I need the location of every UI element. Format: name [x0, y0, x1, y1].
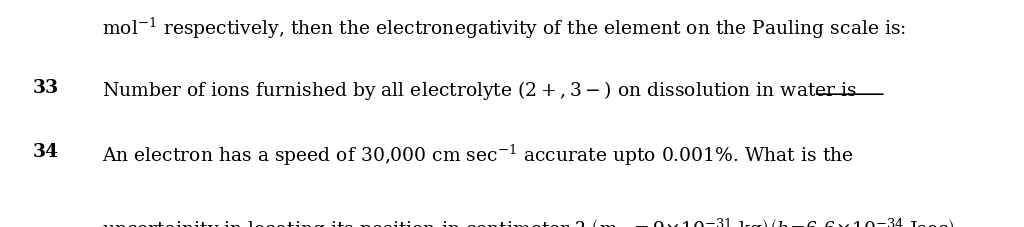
- Text: mol$^{-1}$ respectively, then the electronegativity of the element on the Paulin: mol$^{-1}$ respectively, then the electr…: [102, 16, 906, 41]
- Text: 34: 34: [33, 143, 59, 161]
- Text: An electron has a speed of 30,000 cm sec$^{-1}$ accurate upto 0.001%. What is th: An electron has a speed of 30,000 cm sec…: [102, 143, 854, 168]
- Text: uncertainity in locating its position in centimeter ? $\left(m_e\ =9{\times}10^{: uncertainity in locating its position in…: [102, 216, 955, 227]
- Text: 33: 33: [33, 79, 59, 97]
- Text: Number of ions furnished by all electrolyte $(2+,3-)$ on dissolution in water is: Number of ions furnished by all electrol…: [102, 79, 858, 102]
